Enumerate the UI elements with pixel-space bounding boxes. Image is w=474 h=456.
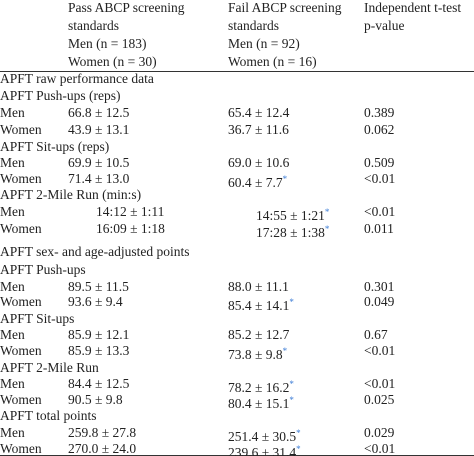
cell-wrap: 73.8 ± 9.8* — [228, 343, 287, 363]
section-label: APFT Push-ups — [0, 262, 86, 277]
cell-wrap: 251.4 ± 30.5* — [228, 425, 301, 445]
row-label: Women — [0, 221, 42, 236]
section-label: APFT 2-Mile Run (min:s) — [0, 187, 142, 202]
column-header: Men (n = 92) — [228, 36, 300, 51]
cell-wrap: 85.4 ± 14.1* — [228, 294, 294, 314]
cell: 85.9 ± 13.3 — [68, 343, 130, 358]
significance-mark: * — [282, 174, 288, 184]
header-rule — [0, 71, 474, 72]
cell: 78.2 ± 16.2 — [228, 380, 290, 395]
cell-wrap: 60.4 ± 7.7* — [228, 171, 287, 191]
cell: 85.9 ± 12.1 — [68, 327, 130, 342]
cell: 89.5 ± 11.5 — [68, 279, 129, 294]
significance-mark: * — [324, 207, 330, 217]
cell: 14:12 ± 1:11 — [96, 204, 165, 219]
cell: 71.4 ± 13.0 — [68, 171, 130, 186]
cell-wrap: 80.4 ± 15.1* — [228, 392, 294, 412]
cell-wrap: 78.2 ± 16.2* — [228, 376, 294, 396]
row-label: Men — [0, 425, 25, 440]
column-header: Women (n = 30) — [68, 54, 157, 69]
cell: 84.4 ± 12.5 — [68, 376, 130, 391]
significance-mark: * — [289, 379, 294, 389]
cell: 36.7 ± 11.6 — [228, 122, 289, 137]
row-label: Women — [0, 171, 42, 186]
cell: 65.4 ± 12.4 — [228, 105, 290, 120]
cell: 0.025 — [364, 392, 395, 407]
column-header: standards — [228, 18, 279, 33]
cell: 17:28 ± 1:38 — [256, 225, 325, 240]
cell: 69.9 ± 10.5 — [68, 155, 130, 170]
row-label: Men — [0, 204, 25, 219]
cell: 90.5 ± 9.8 — [68, 392, 123, 407]
cell-wrap: 17:28 ± 1:38* — [256, 221, 329, 241]
cell: 0.062 — [364, 122, 395, 137]
section-label: APFT 2-Mile Run — [0, 360, 99, 375]
cell: 0.389 — [364, 105, 395, 120]
cell: 66.8 ± 12.5 — [68, 105, 130, 120]
significance-mark: * — [282, 346, 288, 356]
column-header: Fail ABCP screening — [228, 0, 342, 15]
significance-mark: * — [289, 395, 294, 405]
cell: 80.4 ± 15.1 — [228, 396, 290, 411]
section-label: APFT sex- and age-adjusted points — [0, 244, 190, 259]
column-header: p-value — [364, 18, 405, 33]
cell: 43.9 ± 13.1 — [68, 122, 130, 137]
row-label: Men — [0, 279, 25, 294]
cell: <0.01 — [364, 441, 396, 456]
cell: <0.01 — [364, 376, 396, 391]
column-header: Pass ABCP screening — [68, 0, 185, 15]
cell: 85.4 ± 14.1 — [228, 298, 290, 313]
cell: 16:09 ± 1:18 — [96, 221, 165, 236]
row-label: Men — [0, 376, 25, 391]
cell: 73.8 ± 9.8 — [228, 347, 283, 362]
cell: 0.011 — [364, 221, 394, 236]
row-label: Women — [0, 294, 42, 309]
row-label: Men — [0, 105, 25, 120]
section-label: APFT raw performance data — [0, 71, 154, 86]
cell: 0.509 — [364, 155, 395, 170]
cell: 239.6 ± 31.4 — [228, 445, 297, 456]
row-label: Women — [0, 441, 42, 456]
significance-mark: * — [296, 444, 301, 454]
significance-mark: * — [289, 297, 294, 307]
column-header: Independent t-test — [364, 0, 462, 15]
cell: <0.01 — [364, 204, 396, 219]
cell: 0.67 — [364, 327, 388, 342]
cell: 251.4 ± 30.5 — [228, 429, 297, 444]
row-label: Women — [0, 122, 42, 137]
column-header: standards — [68, 18, 119, 33]
row-label: Men — [0, 155, 25, 170]
cell: 69.0 ± 10.6 — [228, 155, 290, 170]
cell: 60.4 ± 7.7 — [228, 175, 283, 190]
section-label: APFT Sit-ups (reps) — [0, 139, 110, 154]
significance-mark: * — [324, 224, 330, 234]
cell: 259.8 ± 27.8 — [68, 425, 137, 440]
column-header: Men (n = 183) — [68, 36, 147, 51]
row-label: Men — [0, 327, 25, 342]
row-label: Women — [0, 343, 42, 358]
cell: 0.029 — [364, 425, 395, 440]
cell-wrap: 14:55 ± 1:21* — [256, 204, 329, 224]
column-header: Women (n = 16) — [228, 54, 317, 69]
row-label: Women — [0, 392, 42, 407]
cell: 0.049 — [364, 294, 395, 309]
cell: 14:55 ± 1:21 — [256, 208, 325, 223]
section-label: APFT Sit-ups — [0, 311, 75, 326]
section-label: APFT Push-ups (reps) — [0, 88, 121, 103]
cell-wrap: 239.6 ± 31.4* — [228, 441, 301, 456]
cell: 0.301 — [364, 279, 395, 294]
section-label: APFT total points — [0, 408, 97, 423]
cell: 88.0 ± 11.1 — [228, 279, 289, 294]
significance-mark: * — [296, 428, 301, 438]
cell: 93.6 ± 9.4 — [68, 294, 123, 309]
cell: <0.01 — [364, 343, 396, 358]
cell: 85.2 ± 12.7 — [228, 327, 290, 342]
cell: <0.01 — [364, 171, 396, 186]
cell: 270.0 ± 24.0 — [68, 441, 137, 456]
